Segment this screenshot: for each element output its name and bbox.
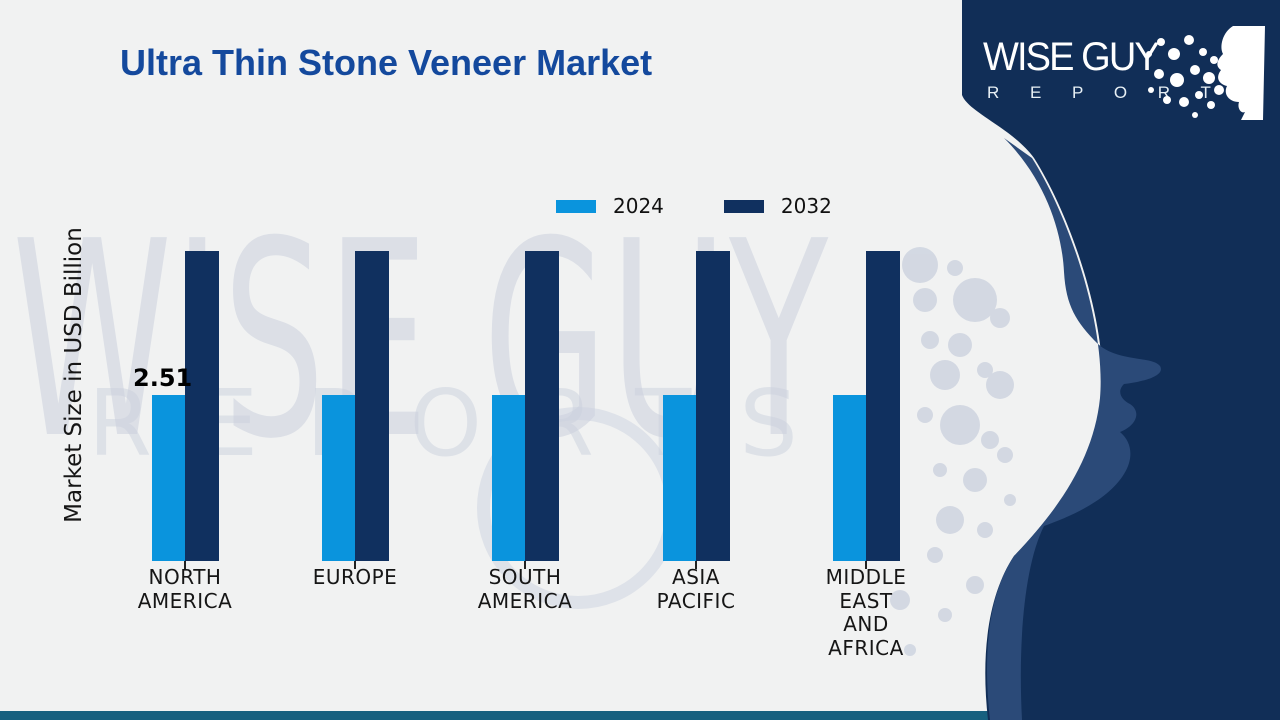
page-title: Ultra Thin Stone Veneer Market: [120, 42, 653, 83]
legend-item-2032[interactable]: 2032: [723, 194, 832, 218]
x-axis-tick: [524, 561, 526, 569]
legend-swatch-2024: [556, 199, 596, 213]
bar-2032-asia-pacific: [696, 250, 730, 561]
legend-item-2024[interactable]: 2024: [556, 195, 664, 217]
y-axis-label: Market Size in USD Billion: [61, 227, 87, 523]
bar-2024-europe: [322, 394, 355, 561]
bar-2032-europe: [355, 250, 389, 561]
category-label-europe: EUROPE: [312, 565, 398, 589]
legend-label: 2024: [613, 194, 664, 218]
bar-2024-north-america: [152, 394, 185, 561]
logo-face-icon: [1146, 25, 1265, 120]
wise-guy-reports-logo: WISE GUY R E P O R T S: [975, 20, 1275, 130]
category-label-asia-pacific: ASIA PACIFIC: [656, 565, 736, 613]
footer-strip: [0, 711, 1010, 720]
legend-label: 2032: [780, 194, 832, 218]
bar-2024-south-america: [492, 394, 525, 561]
bar-2032-south-america: [525, 250, 559, 561]
x-axis-tick: [865, 561, 867, 569]
chart-legend: 2024 2032: [556, 195, 832, 217]
legend-swatch-2032: [723, 199, 764, 213]
bar-2032-north-america: [185, 250, 219, 561]
category-label-north-america: NORTH AMERICA: [137, 565, 233, 613]
bar-2024-middle-east-and-africa: [833, 394, 866, 561]
bar-value-label: 2.51: [133, 364, 193, 392]
category-label-middle-east-and-africa: MIDDLE EAST AND AFRICA: [825, 565, 907, 660]
x-axis-tick: [354, 561, 356, 569]
x-axis-tick: [184, 561, 186, 569]
category-label-south-america: SOUTH AMERICA: [477, 565, 573, 613]
bar-2024-asia-pacific: [663, 394, 696, 561]
logo-wiseguy-text: WISE GUY: [983, 35, 1160, 79]
bar-2032-middle-east-and-africa: [866, 250, 900, 561]
x-axis-tick: [695, 561, 697, 569]
